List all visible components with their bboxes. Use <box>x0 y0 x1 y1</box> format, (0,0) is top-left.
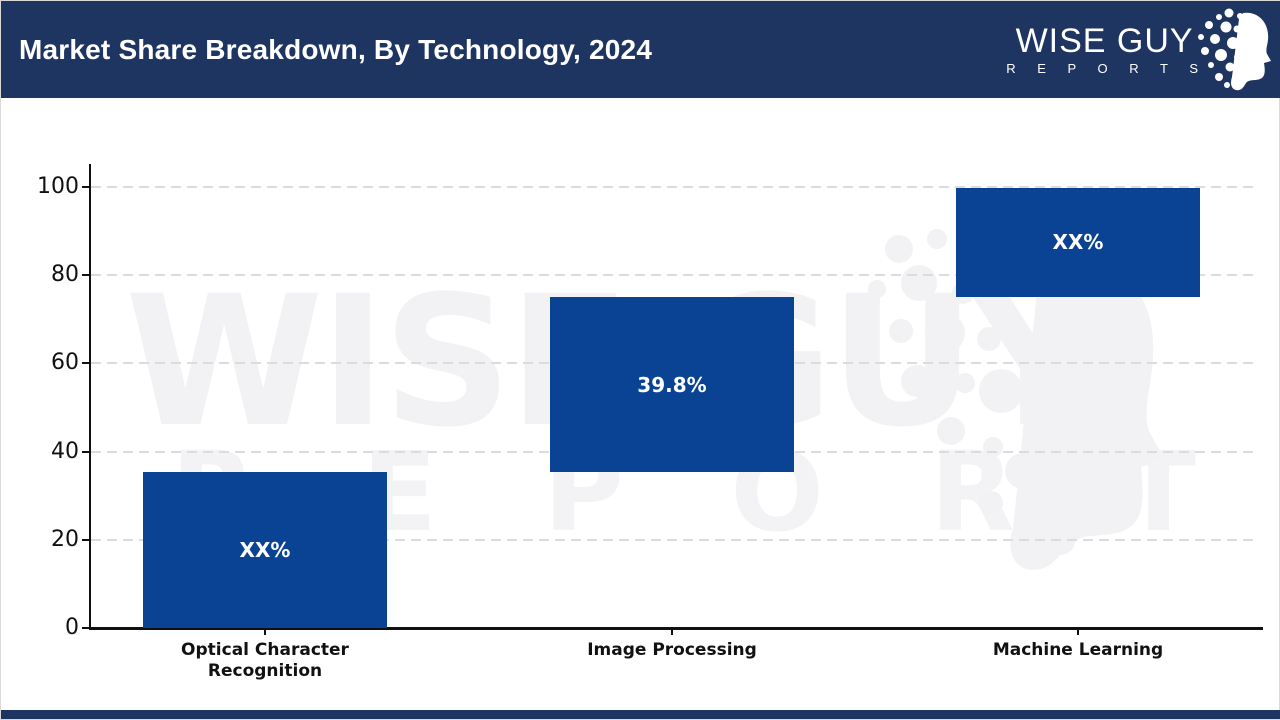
chart-title: Market Share Breakdown, By Technology, 2… <box>19 33 653 65</box>
x-tick-mark-3 <box>1077 629 1079 635</box>
y-tick-mark-60 <box>82 362 89 365</box>
bar-value-label: XX% <box>239 538 291 563</box>
wiseguy-logo: WISE GUY R E P O R T S <box>1002 7 1271 93</box>
y-tick-mark-40 <box>82 450 89 453</box>
x-category-label-2: Image Processing <box>587 640 757 660</box>
footer-bar <box>1 710 1280 719</box>
wiseguy-head-icon <box>1198 8 1271 90</box>
y-tick-label-80: 80 <box>51 262 79 288</box>
wiseguy-logo-subtitle: R E P O R T S <box>1006 61 1207 76</box>
y-tick-label-20: 20 <box>51 526 79 552</box>
wiseguy-logo-text: WISE GUY R E P O R T S <box>1002 24 1207 75</box>
x-category-label-3: Machine Learning <box>992 640 1164 660</box>
y-tick-label-60: 60 <box>51 350 79 376</box>
y-tick-mark-0 <box>82 627 89 629</box>
gridline-100 <box>91 186 1259 188</box>
bar-optical-character-recognition: XX% <box>143 472 387 628</box>
y-tick-label-40: 40 <box>51 438 79 464</box>
x-axis-line <box>89 627 1263 630</box>
y-tick-mark-100 <box>82 186 89 188</box>
bar-image-processing: 39.8% <box>550 296 794 473</box>
y-tick-mark-80 <box>82 274 89 277</box>
x-tick-mark-2 <box>671 629 673 635</box>
wiseguy-logo-name: WISE GUY <box>1015 22 1194 60</box>
header: Market Share Breakdown, By Technology, 2… <box>1 1 1280 98</box>
y-tick-mark-20 <box>82 538 89 541</box>
x-category-label-1: Optical Character Recognition <box>181 640 349 682</box>
x-tick-mark-1 <box>264 629 266 635</box>
y-axis-line <box>89 164 91 630</box>
y-tick-label-0: 0 <box>65 615 79 640</box>
bar-value-label: XX% <box>1052 230 1104 255</box>
gridline-80 <box>91 274 1259 277</box>
gridline-20 <box>91 538 1259 541</box>
y-tick-label-100: 100 <box>37 174 79 199</box>
bar-machine-learning: XX% <box>956 187 1200 297</box>
bar-value-label: 39.8% <box>637 372 707 397</box>
